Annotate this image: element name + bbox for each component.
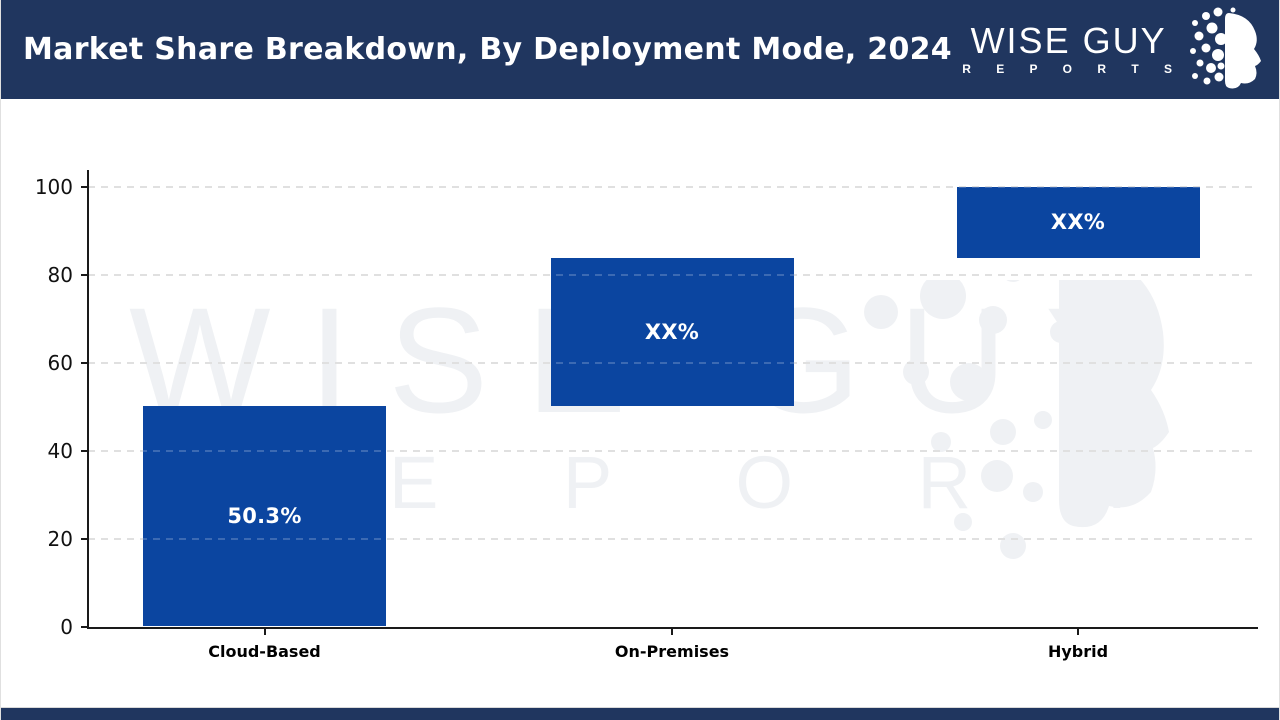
y-tick-100 xyxy=(81,186,88,189)
y-tick-label-40: 40 xyxy=(47,438,73,463)
y-tick-80 xyxy=(81,274,88,277)
bar-cloud-based: 50.3% xyxy=(143,405,386,627)
y-tick-20 xyxy=(81,537,88,540)
wise-guy-reports-logo: WISE GUY R E P O R T S xyxy=(954,7,1271,93)
gridline-over-20 xyxy=(88,537,1258,540)
y-tick-0 xyxy=(81,625,88,628)
bar-value-label-cloud-based: 50.3% xyxy=(227,504,302,529)
x-axis-label-hybrid: Hybrid xyxy=(1047,641,1109,661)
y-tick-label-0: 0 xyxy=(60,614,73,639)
x-axis-spine xyxy=(87,626,1258,629)
bar-hybrid: XX% xyxy=(956,187,1200,258)
logo-text: WISE GUY R E P O R T S xyxy=(954,20,1183,77)
y-tick-label-100: 100 xyxy=(34,175,73,200)
footer-hairline xyxy=(1,707,1279,708)
x-axis-label-on-premises: On-Premises xyxy=(614,641,730,661)
dotted-head-profile-icon xyxy=(1190,7,1261,88)
plot-area: 0 20 40 60 80 100 50.3% Cloud-Based XX% On-Premis… xyxy=(1,99,1279,707)
gridline-over-100 xyxy=(88,186,1258,189)
bar-value-label-on-premises: XX% xyxy=(644,319,700,344)
bar-on-premises: XX% xyxy=(550,257,794,406)
gridline-40 xyxy=(88,449,1258,452)
y-tick-label-20: 20 xyxy=(47,526,73,551)
x-axis-label-cloud-based: Cloud-Based xyxy=(208,641,321,661)
gridline-over-40 xyxy=(88,449,1258,452)
y-tick-label-80: 80 xyxy=(47,263,73,288)
y-tick-label-60: 60 xyxy=(47,350,73,375)
y-tick-40 xyxy=(81,449,88,452)
bar-value-label-hybrid: XX% xyxy=(1050,210,1106,235)
y-axis-spine xyxy=(87,169,89,629)
logo-wordmark: WISE GUY xyxy=(970,20,1167,61)
logo-subtitle: R E P O R T S xyxy=(962,62,1183,76)
gridline-over-60 xyxy=(88,361,1258,364)
gridline-over-80 xyxy=(88,274,1258,277)
gridline-100 xyxy=(88,186,1258,189)
x-tick-on-premises xyxy=(671,628,673,635)
x-tick-hybrid xyxy=(1077,628,1079,635)
watermark-dotted-head xyxy=(864,280,1169,559)
gridline-20 xyxy=(88,537,1258,540)
x-tick-cloud-based xyxy=(263,628,266,635)
header-band: Market Share Breakdown, By Deployment Mo… xyxy=(1,0,1279,99)
chart-title: Market Share Breakdown, By Deployment Mo… xyxy=(23,32,952,67)
footer-band xyxy=(1,708,1279,720)
y-tick-60 xyxy=(81,361,88,364)
